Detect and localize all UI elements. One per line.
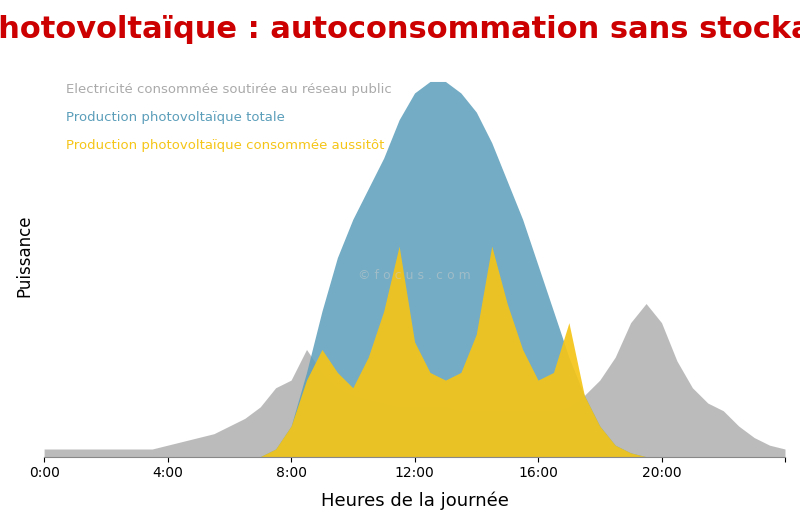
Text: © f o c u s . c o m: © f o c u s . c o m [358,269,471,282]
Y-axis label: Puissance: Puissance [15,214,33,297]
Text: Electricité consommée soutirée au réseau public: Electricité consommée soutirée au réseau… [66,83,392,96]
Text: Production photovoltaïque consommée aussitôt: Production photovoltaïque consommée auss… [66,139,385,152]
Title: Photovoltaïque : autoconsommation sans stockage: Photovoltaïque : autoconsommation sans s… [0,15,800,44]
Text: Production photovoltaïque totale: Production photovoltaïque totale [66,111,286,124]
X-axis label: Heures de la journée: Heures de la journée [321,491,509,510]
